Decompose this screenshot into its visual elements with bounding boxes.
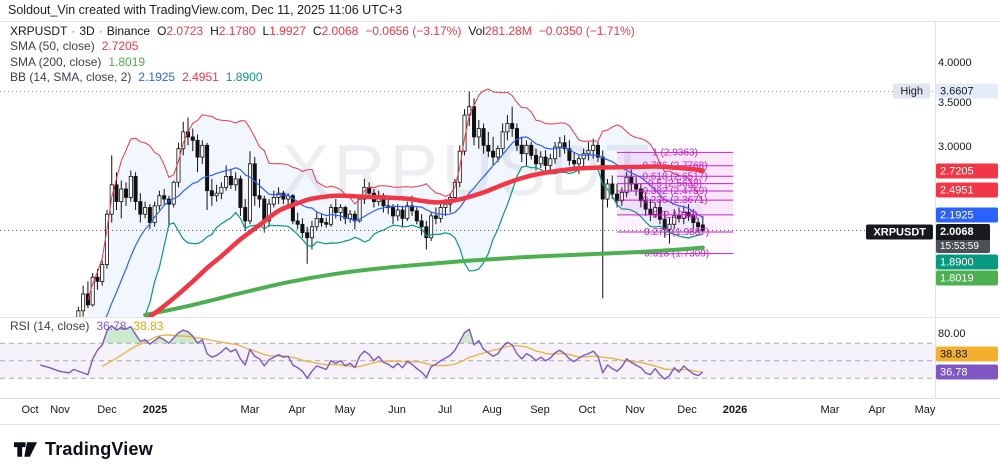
bb-lower-line: [144, 165, 703, 317]
symbol-price-line-chip: XRPUSDT: [866, 224, 933, 240]
rsi-value: 36.78: [96, 319, 127, 333]
bollinger-fill: [87, 89, 703, 317]
bb-upper-value: 2.4951: [182, 70, 219, 85]
indicator-value-badge: 2.4951: [936, 182, 998, 198]
price-axis-tick: 80.00: [938, 328, 966, 340]
indicator-value-badge: 36.78: [936, 364, 998, 380]
bb-upper-line: [87, 88, 704, 301]
indicator-value-badge: 1.8900: [936, 254, 998, 270]
time-axis-label[interactable]: Jul: [437, 404, 453, 416]
time-axis-label[interactable]: May: [334, 404, 356, 416]
high-label: H: [210, 24, 219, 38]
sma200-line: [143, 245, 705, 317]
sma50-line: [145, 164, 706, 317]
fib-level-label: 0 (2.1913): [652, 210, 698, 221]
sma200-value: 1.8019: [108, 54, 146, 69]
last-price-badge: 2.0068 15:53:59: [936, 224, 990, 253]
rsi-overbought-fill: [40, 325, 703, 344]
rsi-legend-row[interactable]: RSI (14, close) 36.78 38.83: [10, 319, 163, 333]
sma50-value: 2.7205: [101, 39, 139, 54]
chart-legend: XRPUSDT · 3D · Binance O 2.0723 H 2.1780 L…: [10, 24, 635, 86]
time-axis-label[interactable]: Oct: [578, 404, 596, 416]
close-label: C: [312, 24, 322, 38]
price-axis-tick: 4.0000: [938, 57, 972, 69]
attribution-text: Soldout_Vin created with TradingView.com…: [8, 3, 403, 17]
legend-sma200-row[interactable]: SMA (200, close) 1.8019: [10, 55, 635, 70]
volume-label: Vol: [468, 24, 486, 38]
fib-level-label: 0.236 (2.3671): [642, 195, 707, 206]
bb-basis-line: [105, 136, 704, 317]
open-label: O: [157, 24, 167, 38]
chart-canvas[interactable]: 1 (2.9363)0.786 (2.7768)0.618 (2.6517)0.…: [0, 0, 1000, 425]
time-axis-label[interactable]: Mar: [820, 404, 840, 416]
time-axis-label[interactable]: Dec: [97, 404, 117, 416]
time-axis-label[interactable]: Dec: [677, 404, 697, 416]
open-value: 2.0723: [166, 24, 204, 38]
fib-level-label: 0.618 (2.6517): [642, 171, 707, 182]
fib-level-label: -0.272 (1.9887): [641, 227, 709, 238]
change-value: −0.0656 (−3.17%): [365, 24, 462, 38]
time-axis-label[interactable]: Apr: [868, 404, 886, 416]
low-value: 1.9927: [269, 24, 306, 38]
fib-level-label: -0.618 (1.7309): [641, 249, 709, 260]
bb-lower-value: 1.8900: [225, 70, 263, 85]
separator-dot: ·: [71, 24, 76, 38]
fib-level-label: 0.382 (2.4759): [642, 186, 707, 197]
last-price-value: 2.0068: [936, 224, 990, 240]
time-axis-label[interactable]: Oct: [21, 404, 39, 416]
time-axis-label[interactable]: Nov: [50, 404, 70, 416]
time-axis-label[interactable]: Apr: [288, 404, 306, 416]
price-pane[interactable]: 1 (2.9363)0.786 (2.7768)0.618 (2.6517)0.…: [24, 88, 733, 409]
symbol-name: XRPUSDT: [10, 24, 68, 38]
close-value: 2.0068: [321, 24, 359, 38]
price-axis-tick: 3.0000: [938, 141, 972, 153]
time-axis-label[interactable]: Nov: [625, 404, 645, 416]
sma200-label: SMA (200, close): [10, 54, 102, 69]
time-axis-label[interactable]: May: [914, 404, 936, 416]
tradingview-logo-text: TradingView: [45, 438, 153, 459]
tradingview-logo[interactable]: TradingView: [13, 438, 153, 460]
fib-level-label: 1 (2.9363): [652, 147, 698, 158]
rsi-ma-line: [101, 334, 703, 373]
time-axis-label[interactable]: Mar: [240, 404, 260, 416]
rsi-label: RSI (14, close): [10, 319, 90, 333]
time-axis-label[interactable]: Jun: [388, 404, 406, 416]
fib-zone-fill: [617, 214, 733, 232]
time-axis-label[interactable]: 2025: [142, 404, 168, 416]
indicator-value-badge: 1.8019: [936, 270, 998, 286]
low-label: L: [262, 24, 270, 38]
volume-value: 281.28M: [485, 24, 532, 38]
high-value-badge: 3.6607: [936, 83, 998, 99]
time-axis[interactable]: Oct Nov Dec 2025 Mar Apr May Jun Jul Aug Sep Oct Nov…: [0, 399, 1000, 425]
high-value: 2.1780: [218, 24, 256, 38]
high-price-label-chip: High: [893, 83, 930, 99]
rsi-ma-value: 38.83: [133, 319, 164, 333]
sma50-label: SMA (50, close): [10, 39, 95, 54]
indicator-value-badge: 2.7205: [936, 163, 998, 179]
price-axis[interactable]: 2.0068 15:53:59 4.0000 3.5000 3.0000 80.00 2…: [935, 0, 1000, 425]
footer-bar: TradingView: [0, 426, 1000, 472]
exchange-label: Binance: [106, 24, 151, 38]
rsi-line: [40, 325, 704, 380]
time-axis-label[interactable]: Aug: [482, 404, 502, 416]
legend-sma50-row[interactable]: SMA (50, close) 2.7205: [10, 39, 635, 54]
legend-symbol-row[interactable]: XRPUSDT · 3D · Binance O 2.0723 H 2.1780 L…: [10, 24, 635, 39]
time-axis-label[interactable]: Sep: [530, 404, 550, 416]
bb-basis-value: 2.1925: [138, 70, 176, 85]
fib-level-label: 0.5 (2.5638): [648, 179, 702, 190]
indicator-value-badge: 38.83: [936, 346, 998, 362]
bar-countdown: 15:53:59: [936, 240, 990, 253]
bb-label: BB (14, SMA, close, 2): [10, 70, 132, 85]
separator-dot: ·: [98, 24, 103, 38]
time-axis-label[interactable]: 2026: [722, 404, 748, 416]
legend-bb-row[interactable]: BB (14, SMA, close, 2) 2.1925 2.4951 1.8…: [10, 70, 635, 85]
rsi-pane[interactable]: [0, 325, 935, 380]
tradingview-logo-icon: [13, 442, 38, 457]
price-axis-tick: 3.5000: [938, 97, 972, 109]
interval-label: 3D: [79, 24, 95, 38]
indicator-value-badge: 2.1925: [936, 207, 998, 223]
volume-change-value: −0.0350 (−1.71%): [538, 24, 635, 38]
